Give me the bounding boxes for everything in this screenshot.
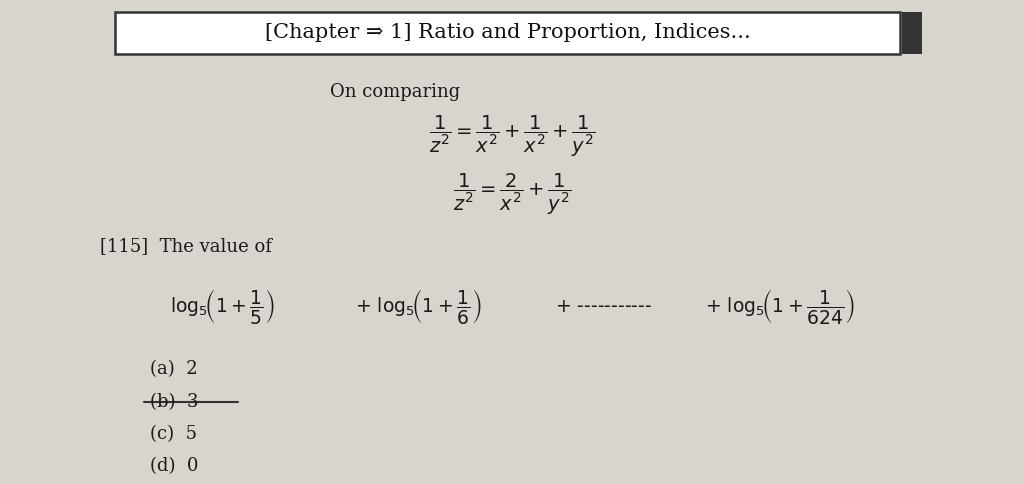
FancyBboxPatch shape	[902, 12, 922, 54]
Text: $\dfrac{1}{z^2} = \dfrac{2}{x^2} + \dfrac{1}{y^2}$: $\dfrac{1}{z^2} = \dfrac{2}{x^2} + \dfra…	[453, 171, 571, 217]
Text: (c)  5: (c) 5	[150, 425, 197, 443]
Text: [115]  The value of: [115] The value of	[100, 237, 272, 255]
Text: $+\ \log_5\!\!\left(1+\dfrac{1}{6}\right)$: $+\ \log_5\!\!\left(1+\dfrac{1}{6}\right…	[355, 287, 481, 326]
Text: $\log_5\!\!\left(1+\dfrac{1}{5}\right)$: $\log_5\!\!\left(1+\dfrac{1}{5}\right)$	[170, 287, 274, 326]
Text: $\dfrac{1}{z^2} = \dfrac{1}{x^2} + \dfrac{1}{x^2} + \dfrac{1}{y^2}$: $\dfrac{1}{z^2} = \dfrac{1}{x^2} + \dfra…	[429, 113, 595, 159]
Text: $+\ \log_5\!\!\left(1+\dfrac{1}{624}\right)$: $+\ \log_5\!\!\left(1+\dfrac{1}{624}\rig…	[705, 287, 855, 326]
Text: On comparing: On comparing	[330, 83, 460, 101]
Text: (d)  0: (d) 0	[150, 457, 199, 475]
Text: (b)  3: (b) 3	[150, 393, 199, 411]
Text: [Chapter ⇒ 1] Ratio and Proportion, Indices...: [Chapter ⇒ 1] Ratio and Proportion, Indi…	[264, 24, 751, 43]
FancyBboxPatch shape	[115, 12, 900, 54]
Text: (a)  2: (a) 2	[150, 360, 198, 378]
Text: $+\ \text{-----------}$: $+\ \text{-----------}$	[555, 297, 652, 316]
